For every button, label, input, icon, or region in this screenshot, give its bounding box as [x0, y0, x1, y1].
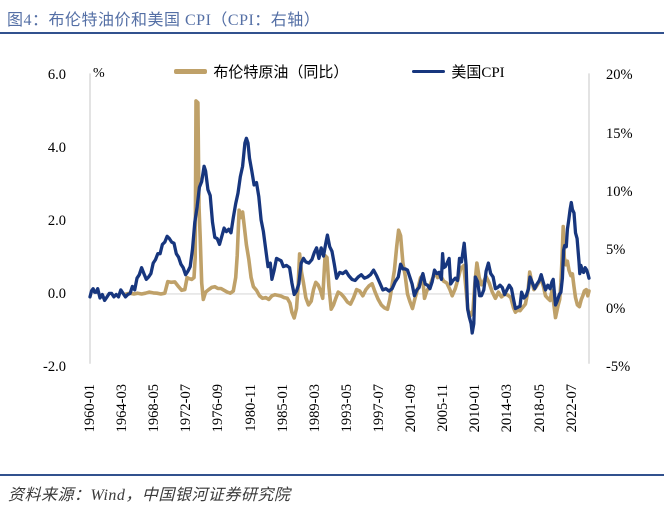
- cpi-line-swatch: [412, 70, 446, 73]
- x-tick-2014-03: 2014-03: [499, 384, 516, 433]
- x-tick-2022-07: 2022-07: [563, 384, 580, 433]
- x-tick-2010-01: 2010-01: [467, 384, 484, 433]
- legend-item-cpi: 美国CPI: [412, 61, 505, 82]
- left-tick--2.0: -2.0: [43, 358, 66, 375]
- x-tick-1993-05: 1993-05: [338, 384, 355, 433]
- right-tick-15%: 15%: [606, 125, 633, 142]
- right-tick-20%: 20%: [606, 67, 633, 84]
- right-tick-5%: 5%: [606, 242, 626, 259]
- legend-label-cpi: 美国CPI: [451, 65, 505, 81]
- right-tick--5%: -5%: [606, 358, 631, 375]
- series-line-cpi: [88, 136, 591, 335]
- title-divider-rule: [0, 32, 664, 34]
- x-tick-1985-01: 1985-01: [274, 384, 291, 433]
- x-tick-2018-05: 2018-05: [531, 384, 548, 433]
- brent-line-swatch: [174, 69, 208, 74]
- x-tick-1964-03: 1964-03: [114, 384, 131, 433]
- right-tick-10%: 10%: [606, 183, 633, 200]
- x-tick-1989-03: 1989-03: [306, 384, 323, 433]
- x-tick-1968-05: 1968-05: [146, 384, 163, 433]
- source-note: 资料来源：Wind，中国银河证券研究院: [8, 487, 291, 504]
- x-tick-1997-07: 1997-07: [370, 384, 387, 433]
- x-tick-2005-11: 2005-11: [435, 384, 452, 432]
- x-tick-1972-07: 1972-07: [178, 384, 195, 433]
- x-tick-1960-01: 1960-01: [82, 384, 98, 433]
- x-tick-2001-09: 2001-09: [403, 384, 420, 433]
- footer-divider-rule: [0, 474, 664, 476]
- left-tick-6.0: 6.0: [47, 67, 66, 84]
- legend-label-brent: 布伦特原油（同比）: [213, 65, 349, 81]
- left-tick-4.0: 4.0: [47, 140, 66, 157]
- x-tick-1976-09: 1976-09: [210, 384, 227, 433]
- figure-title: 图4：布伦特油价和美国 CPI（CPI：右轴）: [7, 12, 321, 29]
- left-axis-unit-label: %: [93, 66, 105, 81]
- legend-item-brent: 布伦特原油（同比）: [174, 61, 348, 82]
- x-tick-1980-11: 1980-11: [242, 384, 259, 432]
- left-tick-0.0: 0.0: [47, 285, 66, 302]
- right-tick-0%: 0%: [606, 300, 626, 317]
- left-tick-2.0: 2.0: [47, 213, 66, 230]
- chart-legend: 布伦特原油（同比） 美国CPI: [90, 61, 589, 82]
